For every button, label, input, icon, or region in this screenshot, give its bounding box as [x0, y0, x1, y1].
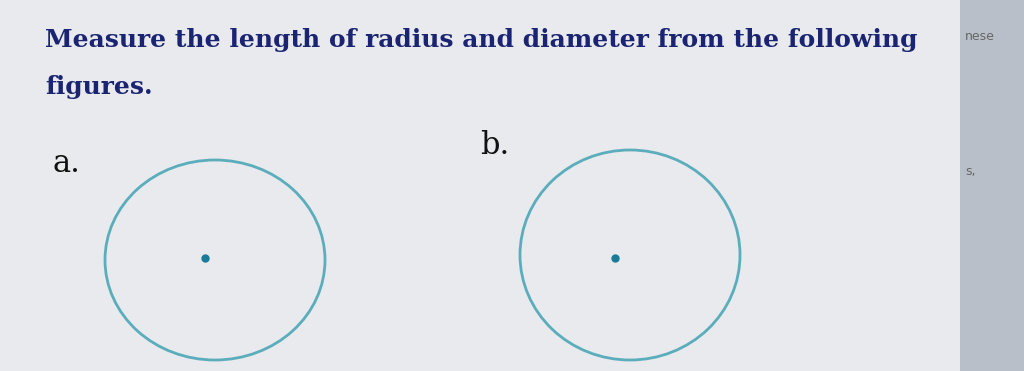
Text: figures.: figures. [45, 75, 153, 99]
Text: Measure the length of radius and diameter from the following: Measure the length of radius and diamete… [45, 28, 918, 52]
Text: b.: b. [480, 130, 509, 161]
Text: nese: nese [965, 30, 995, 43]
Bar [961, 0, 1024, 371]
Text: a.: a. [52, 148, 80, 179]
Text: s,: s, [965, 165, 976, 178]
